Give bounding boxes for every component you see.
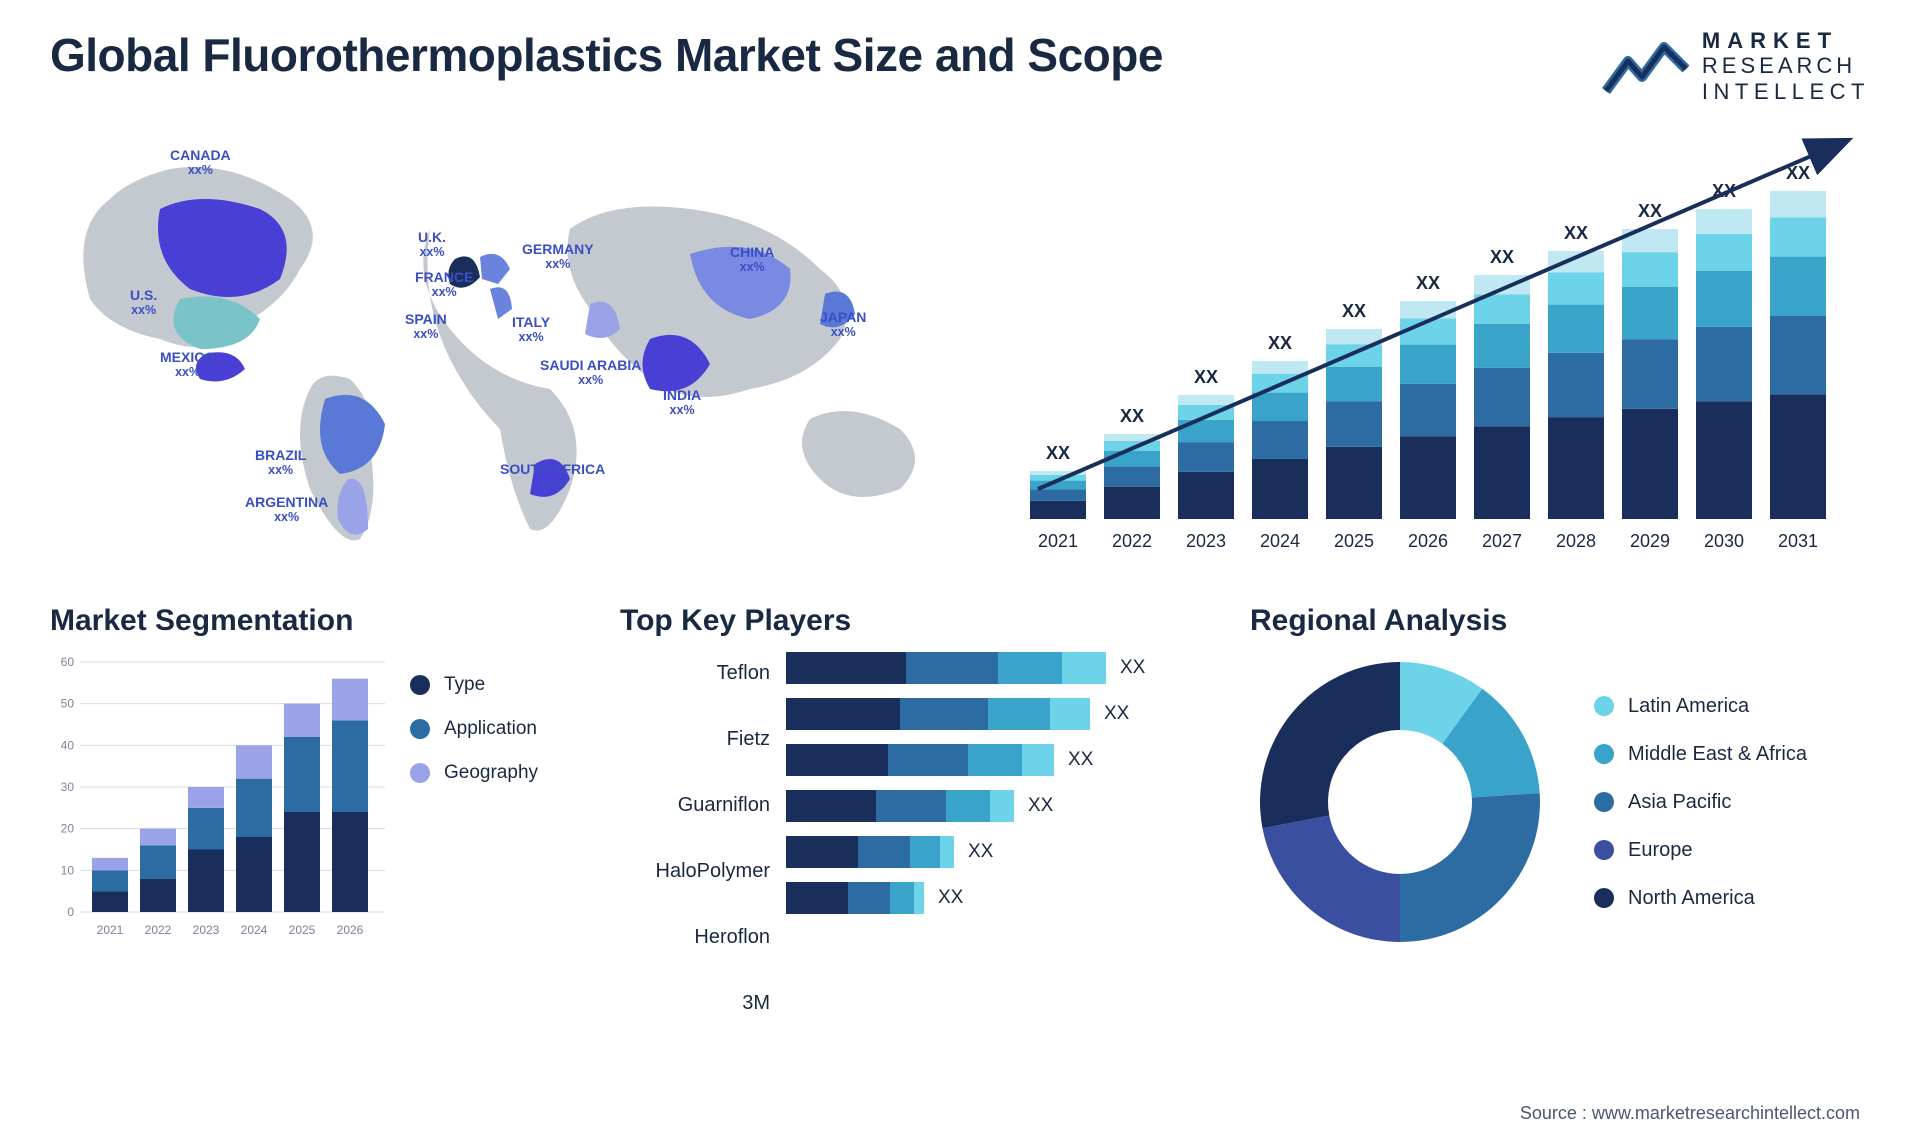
svg-text:2023: 2023 (193, 923, 220, 937)
svg-text:20: 20 (61, 822, 75, 836)
svg-text:2025: 2025 (289, 923, 316, 937)
svg-text:50: 50 (61, 697, 75, 711)
player-bar-row: XX (786, 836, 1210, 868)
page-title: Global Fluorothermoplastics Market Size … (50, 28, 1163, 82)
svg-text:XX: XX (1638, 201, 1662, 221)
map-label-france: FRANCExx% (415, 269, 473, 299)
logo-text: MARKET RESEARCH INTELLECT (1702, 28, 1870, 104)
map-label-china: CHINAxx% (730, 244, 774, 274)
logo-row-1: MARKET (1702, 28, 1870, 53)
logo-row-2: RESEARCH (1702, 53, 1870, 78)
map-label-u-k-: U.K.xx% (418, 229, 446, 259)
segmentation-chart: 0 10 20 30 40 50 60 2021 2022 2023 2024 2025 2026 (50, 652, 390, 942)
svg-text:XX: XX (1268, 333, 1292, 353)
svg-text:2029: 2029 (1630, 531, 1670, 551)
player-label-halopolymer: HaloPolymer (620, 856, 770, 888)
player-label-3m: 3M (620, 988, 770, 1020)
svg-text:10: 10 (61, 863, 75, 877)
svg-text:2026: 2026 (1408, 531, 1448, 551)
map-label-japan: JAPANxx% (820, 309, 866, 339)
svg-text:XX: XX (1490, 247, 1514, 267)
segmentation-title: Market Segmentation (50, 604, 580, 638)
map-label-mexico: MEXICOxx% (160, 349, 215, 379)
map-label-south-africa: SOUTH AFRICAxx% (500, 461, 605, 491)
player-bar-row: XX (786, 652, 1210, 684)
map-label-brazil: BRAZILxx% (255, 447, 306, 477)
svg-text:2021: 2021 (97, 923, 124, 937)
player-value: XX (968, 841, 993, 863)
map-label-italy: ITALYxx% (512, 314, 550, 344)
svg-text:XX: XX (1194, 367, 1218, 387)
svg-text:XX: XX (1342, 301, 1366, 321)
players-title: Top Key Players (620, 604, 1210, 638)
svg-text:40: 40 (61, 738, 75, 752)
map-label-saudi-arabia: SAUDI ARABIAxx% (540, 357, 641, 387)
player-label-heroflon: Heroflon (620, 922, 770, 954)
region-panel: Regional Analysis Latin America Middle Ea… (1250, 604, 1870, 954)
seg-legend-type: Type (410, 674, 538, 696)
player-value: XX (1104, 703, 1129, 725)
logo-mark-icon (1602, 35, 1690, 97)
player-label-teflon: Teflon (620, 658, 770, 690)
region-legend-north-america: North America (1594, 886, 1807, 910)
players-labels: Teflon Fietz Guarniflon HaloPolymer Heroflon… (620, 652, 770, 1034)
svg-text:2024: 2024 (1260, 531, 1300, 551)
svg-text:2025: 2025 (1334, 531, 1374, 551)
map-label-spain: SPAINxx% (405, 311, 447, 341)
svg-text:XX: XX (1120, 406, 1144, 426)
svg-text:2021: 2021 (1038, 531, 1078, 551)
player-bar-row: XX (786, 698, 1210, 730)
source-citation: Source : www.marketresearchintellect.com (1520, 1103, 1860, 1124)
svg-text:2022: 2022 (1112, 531, 1152, 551)
region-legend-asia-pacific: Asia Pacific (1594, 790, 1807, 814)
segmentation-legend: Type Application Geography (410, 652, 538, 942)
svg-text:XX: XX (1564, 223, 1588, 243)
region-legend-middle-east-africa: Middle East & Africa (1594, 742, 1807, 766)
svg-text:0: 0 (67, 905, 74, 919)
players-bars: XX XX XX XX XX XX (786, 652, 1210, 1034)
player-label-guarniflon: Guarniflon (620, 790, 770, 822)
svg-text:XX: XX (1046, 443, 1070, 463)
svg-text:2028: 2028 (1556, 531, 1596, 551)
svg-text:2026: 2026 (337, 923, 364, 937)
players-panel: Top Key Players Teflon Fietz Guarniflon Hal… (620, 604, 1210, 954)
player-bar-row: XX (786, 790, 1210, 822)
region-donut-chart (1250, 652, 1550, 952)
map-label-canada: CANADAxx% (170, 147, 231, 177)
svg-text:30: 30 (61, 780, 75, 794)
seg-legend-geography: Geography (410, 762, 538, 784)
region-title: Regional Analysis (1250, 604, 1870, 638)
map-label-india: INDIAxx% (663, 387, 701, 417)
svg-text:2024: 2024 (241, 923, 268, 937)
map-label-argentina: ARGENTINAxx% (245, 494, 328, 524)
world-map-panel: CANADAxx% U.S.xx% MEXICOxx% BRAZILxx% ARGENT… (50, 129, 970, 559)
player-value: XX (1120, 657, 1145, 679)
region-legend-latin-america: Latin America (1594, 694, 1807, 718)
brand-logo: MARKET RESEARCH INTELLECT (1602, 28, 1870, 104)
svg-text:XX: XX (1416, 273, 1440, 293)
svg-text:60: 60 (61, 655, 75, 669)
player-value: XX (1028, 795, 1053, 817)
player-label-fietz: Fietz (620, 724, 770, 756)
seg-legend-application: Application (410, 718, 538, 740)
region-legend: Latin America Middle East & Africa Asia Pa… (1594, 694, 1807, 910)
world-map (50, 129, 970, 559)
player-value: XX (1068, 749, 1093, 771)
svg-text:2031: 2031 (1778, 531, 1818, 551)
player-value: XX (938, 887, 963, 909)
logo-row-3: INTELLECT (1702, 79, 1870, 104)
svg-text:2030: 2030 (1704, 531, 1744, 551)
svg-text:2027: 2027 (1482, 531, 1522, 551)
segmentation-panel: Market Segmentation 0 10 20 30 40 50 60 2021 202… (50, 604, 580, 954)
map-label-u-s-: U.S.xx% (130, 287, 157, 317)
player-bar-row: XX (786, 744, 1210, 776)
region-legend-europe: Europe (1594, 838, 1807, 862)
header: Global Fluorothermoplastics Market Size … (50, 28, 1870, 104)
svg-text:2023: 2023 (1186, 531, 1226, 551)
growth-bar-chart: XX 2021 XX 2022 XX 2023 XX 2024 XX 2025 XX 2026 XX 20… (1010, 129, 1870, 559)
map-label-germany: GERMANYxx% (522, 241, 594, 271)
svg-text:2022: 2022 (145, 923, 172, 937)
player-bar-row: XX (786, 882, 1210, 914)
